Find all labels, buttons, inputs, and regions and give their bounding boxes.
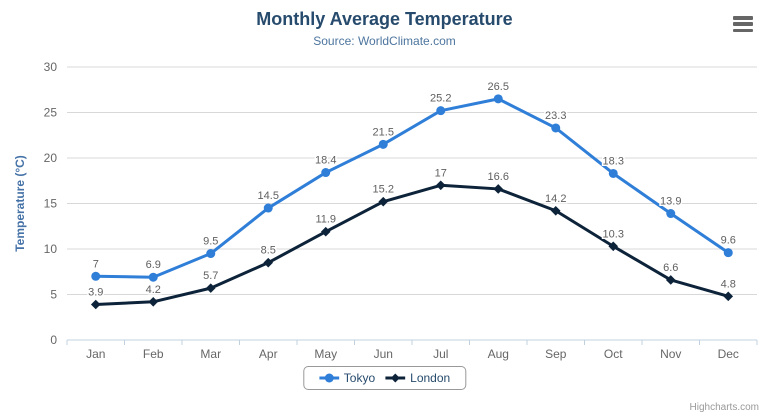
data-label: 6.6 [663, 262, 678, 274]
x-axis-category-label: Sep [545, 347, 567, 361]
export-hamburger-menu-icon[interactable] [733, 16, 755, 32]
legend-marker-icon [318, 373, 339, 383]
data-label: 14.2 [545, 193, 566, 205]
data-label: 14.5 [258, 190, 279, 202]
data-point-marker[interactable] [320, 226, 331, 237]
data-point-marker[interactable] [493, 184, 504, 194]
data-label: 13.9 [660, 196, 681, 208]
legend-item-london[interactable]: London [385, 371, 450, 385]
data-point-marker[interactable] [91, 271, 101, 281]
data-label: 17 [435, 167, 447, 179]
data-label: 18.4 [315, 155, 336, 167]
hamburger-bar [733, 22, 753, 26]
chart-title: Monthly Average Temperature [256, 9, 513, 29]
data-label: 8.5 [261, 245, 276, 257]
x-axis-category-label: May [314, 347, 337, 361]
data-point-marker[interactable] [666, 209, 676, 219]
series-london: 3.9 4.2 5.7 8.5 11.9 15.2 17 16.6 14.2 10.3 6.6 4.8 [87, 166, 737, 310]
data-point-marker[interactable] [148, 296, 159, 307]
data-label: 4.2 [146, 284, 161, 296]
data-label: 15.2 [373, 184, 394, 196]
y-axis-tick-label: 15 [44, 197, 58, 211]
legend-label: London [410, 371, 451, 385]
hamburger-bar [733, 28, 753, 32]
data-point-marker[interactable] [665, 275, 676, 285]
x-axis-category-label: Jul [433, 347, 448, 361]
data-label: 4.8 [721, 278, 736, 290]
data-label: 9.5 [203, 236, 218, 248]
data-point-marker[interactable] [321, 168, 331, 178]
y-axis-tick-label: 30 [44, 60, 58, 74]
legend-marker-icon [385, 373, 406, 383]
x-axis-category-label: Dec [718, 347, 739, 361]
data-point-marker[interactable] [435, 180, 446, 191]
data-point-marker[interactable] [378, 139, 388, 149]
data-point-marker[interactable] [550, 205, 561, 216]
data-point-marker[interactable] [493, 94, 503, 104]
data-point-marker[interactable] [90, 299, 101, 310]
highcharts-credits-link[interactable]: Highcharts.com [689, 402, 759, 413]
y-axis-tick-label: 5 [50, 288, 57, 302]
data-label: 21.5 [373, 126, 394, 138]
x-axis-category-label: Apr [259, 347, 278, 361]
legend-label: Tokyo [343, 371, 376, 385]
data-label: 6.9 [146, 259, 161, 271]
data-point-marker[interactable] [723, 248, 733, 258]
data-label: 5.7 [203, 270, 218, 282]
data-label: 26.5 [488, 81, 509, 93]
data-label: 23.3 [545, 110, 566, 122]
chart-subtitle: Source: WorldClimate.com [313, 34, 456, 48]
x-axis-category-label: Mar [200, 347, 221, 361]
legend-item-tokyo[interactable]: Tokyo [318, 371, 376, 385]
data-point-marker[interactable] [608, 168, 618, 178]
x-axis-category-label: Aug [488, 347, 509, 361]
y-axis-title: Temperature (°C) [13, 155, 27, 252]
data-label: 3.9 [88, 287, 103, 299]
data-point-marker[interactable] [206, 249, 216, 259]
data-label: 9.6 [721, 235, 736, 247]
data-point-marker[interactable] [263, 257, 274, 268]
data-point-marker[interactable] [263, 203, 273, 213]
x-axis-category-label: Oct [604, 347, 623, 361]
data-point-marker[interactable] [723, 291, 734, 302]
data-point-marker[interactable] [378, 196, 389, 207]
x-axis-category-label: Jan [86, 347, 105, 361]
data-point-marker[interactable] [148, 272, 158, 282]
data-label: 10.3 [603, 228, 624, 240]
y-axis-tick-label: 10 [44, 242, 58, 256]
x-axis-category-label: Nov [660, 347, 681, 361]
series-line[interactable] [94, 97, 730, 279]
data-label: 25.2 [430, 93, 451, 105]
y-axis-tick-label: 25 [44, 106, 58, 120]
series-tokyo: 7 6.9 9.5 14.5 18.4 21.5 25.2 26.5 23.3 18.3 13.9 9… [91, 79, 737, 282]
series-line[interactable] [94, 183, 730, 307]
y-axis-tick-label: 0 [50, 333, 57, 347]
y-axis-tick-label: 20 [44, 151, 58, 165]
data-label: 18.3 [603, 155, 624, 167]
x-axis-category-label: Feb [143, 347, 164, 361]
data-point-marker[interactable] [608, 241, 619, 252]
data-point-marker[interactable] [551, 123, 561, 133]
x-axis-category-label: Jun [374, 347, 393, 361]
data-point-marker[interactable] [436, 106, 446, 116]
data-label: 7 [93, 258, 99, 270]
data-label: 11.9 [315, 214, 336, 226]
hamburger-bar [733, 16, 753, 20]
data-label: 16.6 [488, 171, 509, 183]
legend: Tokyo London [302, 366, 467, 390]
data-point-marker[interactable] [205, 283, 216, 293]
